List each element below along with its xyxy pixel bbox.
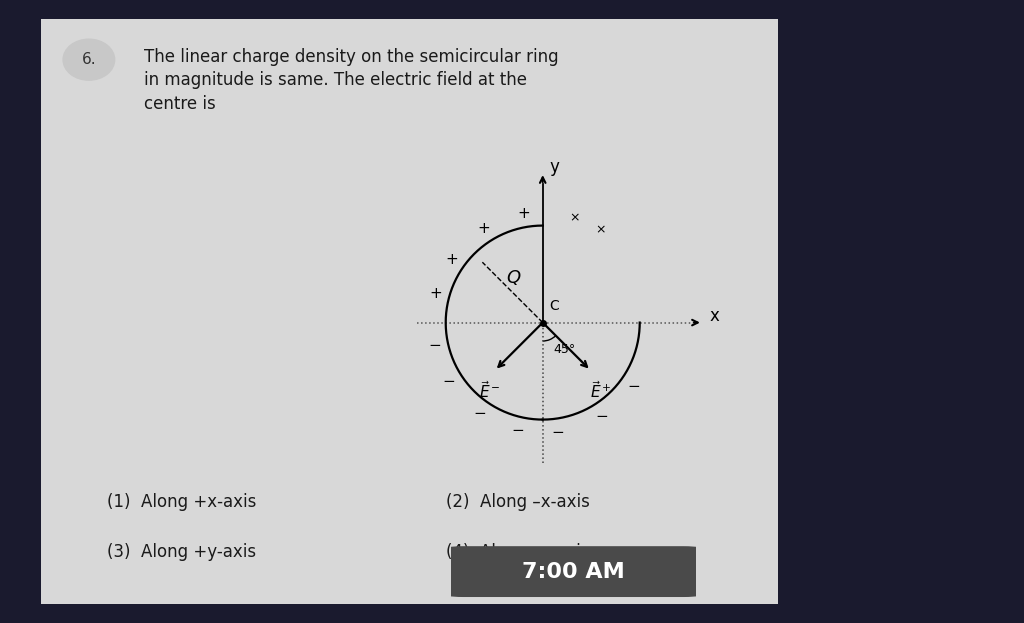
Text: C: C	[550, 299, 559, 313]
Circle shape	[63, 39, 115, 80]
Text: −: −	[552, 425, 564, 440]
Text: 6.: 6.	[82, 52, 96, 67]
Text: (1)  Along +x-axis: (1) Along +x-axis	[108, 493, 257, 511]
Text: in magnitude is same. The electric field at the: in magnitude is same. The electric field…	[144, 71, 527, 89]
Text: −: −	[473, 406, 485, 421]
Text: 45°: 45°	[553, 343, 575, 356]
FancyBboxPatch shape	[27, 13, 785, 616]
Text: $\vec{E}^+$: $\vec{E}^+$	[590, 380, 611, 401]
Text: (4)  Along –y-axis: (4) Along –y-axis	[446, 543, 590, 561]
Text: +: +	[445, 252, 459, 267]
Text: x: x	[710, 307, 720, 325]
Text: −: −	[511, 423, 524, 438]
Text: The linear charge density on the semicircular ring: The linear charge density on the semicir…	[144, 48, 559, 66]
Text: −: −	[627, 379, 640, 394]
Text: centre is: centre is	[144, 95, 216, 113]
Text: $\vec{E}^-$: $\vec{E}^-$	[479, 380, 501, 401]
Text: −: −	[442, 374, 456, 389]
Text: −: −	[428, 338, 441, 353]
Text: (3)  Along +y-axis: (3) Along +y-axis	[108, 543, 256, 561]
Text: y: y	[550, 158, 559, 176]
Text: +: +	[429, 287, 442, 302]
Text: ×: ×	[596, 223, 606, 236]
Text: +: +	[517, 206, 529, 221]
FancyBboxPatch shape	[443, 546, 703, 597]
Text: (2)  Along –x-axis: (2) Along –x-axis	[446, 493, 591, 511]
Text: −: −	[595, 409, 607, 424]
Text: ×: ×	[569, 211, 580, 224]
Text: Q: Q	[507, 269, 520, 287]
Text: +: +	[478, 221, 490, 236]
Text: 7:00 AM: 7:00 AM	[522, 561, 625, 582]
